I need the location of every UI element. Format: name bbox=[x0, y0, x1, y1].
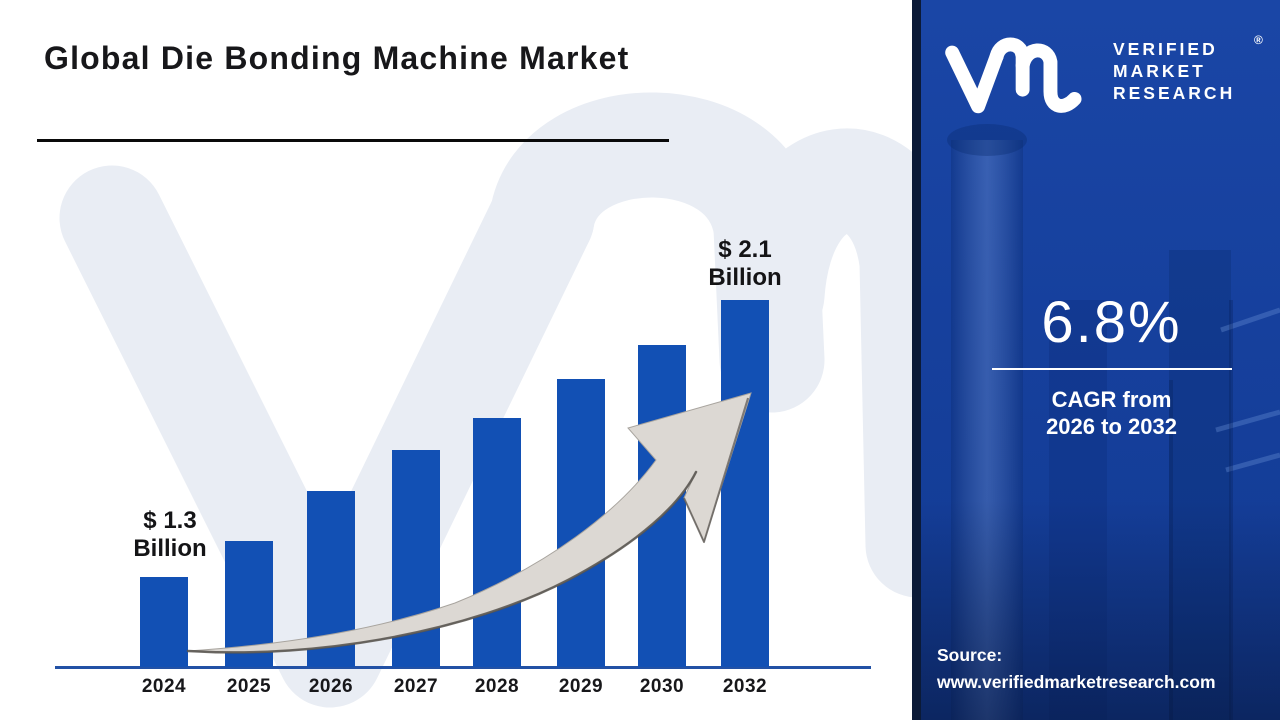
title-underline bbox=[37, 139, 669, 142]
brand-row: VERIFIED MARKET RESEARCH ® bbox=[921, 0, 1280, 150]
bar-2024 bbox=[140, 577, 188, 667]
value-callout-2032-unit: Billion bbox=[708, 264, 782, 291]
x-axis-line bbox=[55, 666, 871, 669]
cagr-caption-line2: 2026 to 2032 bbox=[1046, 414, 1177, 439]
brand-word-market: MARKET bbox=[1113, 61, 1206, 81]
vmr-logo-icon bbox=[945, 37, 1082, 114]
source-url[interactable]: www.verifiedmarketresearch.com bbox=[937, 672, 1216, 692]
value-callout-2024-amount: $ 1.3 bbox=[143, 507, 197, 534]
stat-divider bbox=[991, 368, 1232, 370]
brand-word-verified: VERIFIED bbox=[1113, 39, 1218, 59]
x-tick-2030: 2030 bbox=[639, 676, 685, 697]
panel-edge-strip bbox=[912, 0, 921, 720]
cagr-value: 6.8% bbox=[1041, 290, 1182, 355]
x-tick-2027: 2027 bbox=[393, 676, 439, 697]
x-tick-2026: 2026 bbox=[308, 676, 354, 697]
bar-chart: 2024 2025 2026 2027 2028 2029 2030 2032 $ 1.3 B… bbox=[55, 236, 871, 697]
industrial-photo-backdrop bbox=[921, 124, 1280, 720]
x-tick-2029: 2029 bbox=[558, 676, 604, 697]
value-callout-2024-unit: Billion bbox=[133, 535, 207, 562]
cagr-stat: 6.8% CAGR from 2026 to 2032 bbox=[921, 292, 1280, 440]
value-callout-2032-amount: $ 2.1 bbox=[718, 236, 772, 263]
page-title: Global Die Bonding Machine Market bbox=[44, 40, 630, 76]
brand-wordmark: VERIFIED MARKET RESEARCH bbox=[1113, 38, 1235, 104]
x-tick-2028: 2028 bbox=[474, 676, 520, 697]
x-tick-2024: 2024 bbox=[141, 676, 187, 697]
brand-word-research: RESEARCH bbox=[1113, 83, 1236, 103]
growth-arrow-icon bbox=[186, 392, 752, 654]
chart-area: Global Die Bonding Machine Market 2024 20… bbox=[37, 40, 912, 708]
source-label: Source: bbox=[937, 645, 1003, 665]
x-tick-2025: 2025 bbox=[226, 676, 272, 697]
source-block: Source: www.verifiedmarketresearch.com bbox=[937, 642, 1216, 696]
x-tick-2032: 2032 bbox=[722, 676, 768, 697]
brand-panel: VERIFIED MARKET RESEARCH ® 6.8% CAGR fro… bbox=[921, 0, 1280, 720]
bar-2028 bbox=[473, 418, 521, 667]
value-callout-2024: $ 1.3 Billion bbox=[95, 507, 245, 563]
registered-mark: ® bbox=[1254, 33, 1263, 47]
bar-2032 bbox=[721, 300, 769, 667]
value-callout-2032: $ 2.1 Billion bbox=[670, 236, 820, 292]
cagr-caption-line1: CAGR from bbox=[1051, 387, 1172, 412]
